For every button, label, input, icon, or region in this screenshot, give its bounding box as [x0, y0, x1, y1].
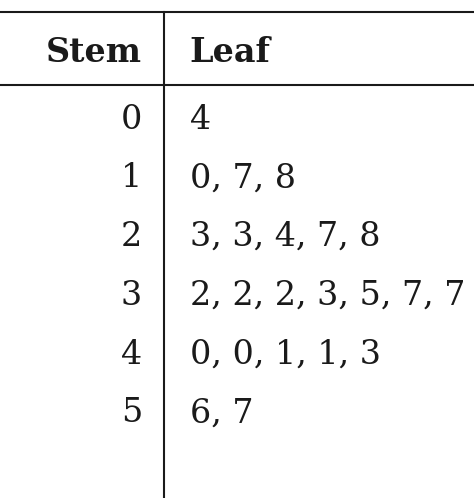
Text: Leaf: Leaf — [190, 36, 271, 69]
Text: 4: 4 — [190, 104, 211, 135]
Text: 1: 1 — [121, 162, 142, 194]
Text: 0: 0 — [121, 104, 142, 135]
Text: 3: 3 — [121, 280, 142, 312]
Text: 2, 2, 2, 3, 5, 7, 7: 2, 2, 2, 3, 5, 7, 7 — [190, 280, 465, 312]
Text: Stem: Stem — [46, 36, 142, 69]
Text: 4: 4 — [121, 339, 142, 371]
Text: 6, 7: 6, 7 — [190, 397, 253, 429]
Text: 3, 3, 4, 7, 8: 3, 3, 4, 7, 8 — [190, 221, 380, 253]
Text: 2: 2 — [121, 221, 142, 253]
Text: 0, 0, 1, 1, 3: 0, 0, 1, 1, 3 — [190, 339, 381, 371]
Text: 5: 5 — [121, 397, 142, 429]
Text: 0, 7, 8: 0, 7, 8 — [190, 162, 296, 194]
